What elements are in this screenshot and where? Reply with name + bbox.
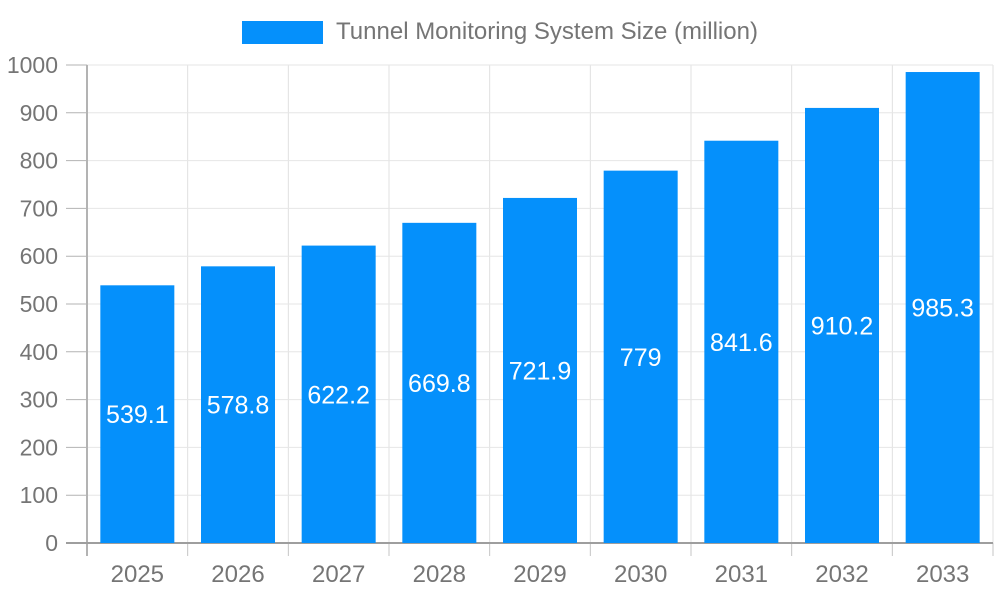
x-tick-label: 2030 [614, 561, 667, 588]
bar[interactable] [603, 170, 678, 543]
y-tick-label: 700 [20, 195, 58, 221]
bar-value-label: 578.8 [207, 392, 270, 420]
y-tick-label: 100 [20, 482, 58, 508]
y-tick-label: 400 [20, 339, 58, 365]
y-tick-label: 0 [45, 530, 58, 556]
x-tick-label: 2025 [111, 561, 164, 588]
legend-swatch [242, 20, 324, 44]
legend[interactable]: Tunnel Monitoring System Size (million) [0, 18, 1000, 46]
bar[interactable] [704, 140, 779, 543]
x-tick-label: 2033 [916, 561, 969, 588]
bar-value-label: 985.3 [911, 295, 974, 323]
bar-value-label: 669.8 [408, 370, 471, 398]
bar[interactable] [100, 285, 175, 543]
y-tick-label: 300 [20, 387, 58, 413]
bar-value-label: 779 [620, 344, 662, 372]
bar-value-label: 721.9 [509, 357, 572, 385]
y-tick-label: 600 [20, 243, 58, 269]
bar[interactable] [905, 72, 980, 543]
bar[interactable] [503, 197, 577, 543]
y-tick-label: 800 [20, 148, 58, 174]
legend-label: Tunnel Monitoring System Size (million) [336, 18, 758, 45]
x-tick-label: 2026 [211, 561, 264, 588]
x-tick-label: 2029 [513, 561, 566, 588]
bar-value-label: 539.1 [106, 401, 169, 429]
y-tick-label: 200 [20, 434, 58, 460]
y-tick-label: 500 [20, 291, 58, 317]
y-tick-label: 1000 [7, 52, 58, 78]
bar[interactable] [201, 266, 275, 543]
x-tick-label: 2031 [715, 561, 768, 588]
x-tick-label: 2027 [312, 561, 365, 588]
bar[interactable] [402, 222, 477, 543]
x-tick-label: 2032 [815, 561, 868, 588]
x-tick-label: 2028 [413, 561, 466, 588]
bar-value-label: 622.2 [307, 381, 370, 409]
bar[interactable] [301, 245, 376, 544]
bar-value-label: 910.2 [811, 312, 874, 340]
bar[interactable] [805, 107, 879, 543]
y-tick-label: 900 [20, 100, 58, 126]
bar-value-label: 841.6 [710, 329, 773, 357]
